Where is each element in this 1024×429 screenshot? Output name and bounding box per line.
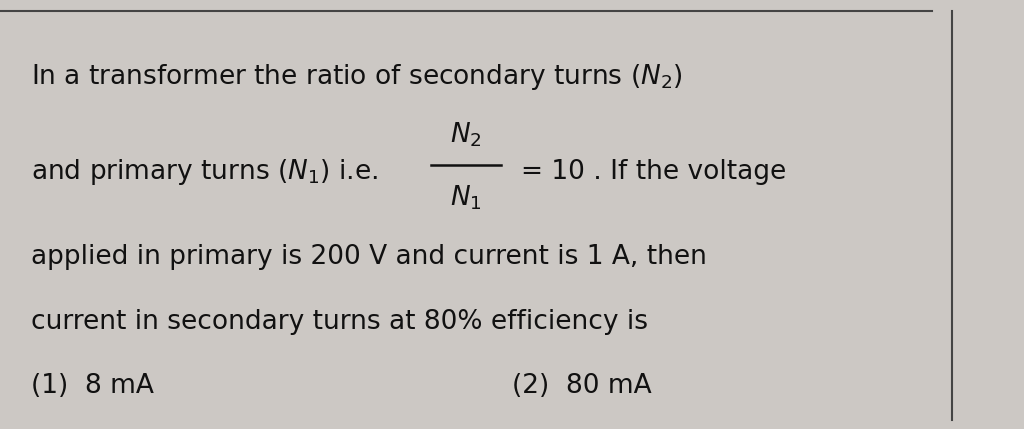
Text: = 10 . If the voltage: = 10 . If the voltage	[521, 159, 786, 184]
Text: applied in primary is 200 V and current is 1 A, then: applied in primary is 200 V and current …	[31, 245, 707, 270]
Text: $N_1$: $N_1$	[451, 183, 481, 211]
Text: $N_2$: $N_2$	[451, 121, 481, 149]
Text: (1)  8 mA: (1) 8 mA	[31, 373, 154, 399]
Text: current in secondary turns at 80% efficiency is: current in secondary turns at 80% effici…	[31, 309, 648, 335]
Text: and primary turns ($N_1$) i.e.: and primary turns ($N_1$) i.e.	[31, 157, 378, 187]
Text: In a transformer the ratio of secondary turns ($N_2$): In a transformer the ratio of secondary …	[31, 62, 682, 92]
Text: (2)  80 mA: (2) 80 mA	[512, 373, 651, 399]
